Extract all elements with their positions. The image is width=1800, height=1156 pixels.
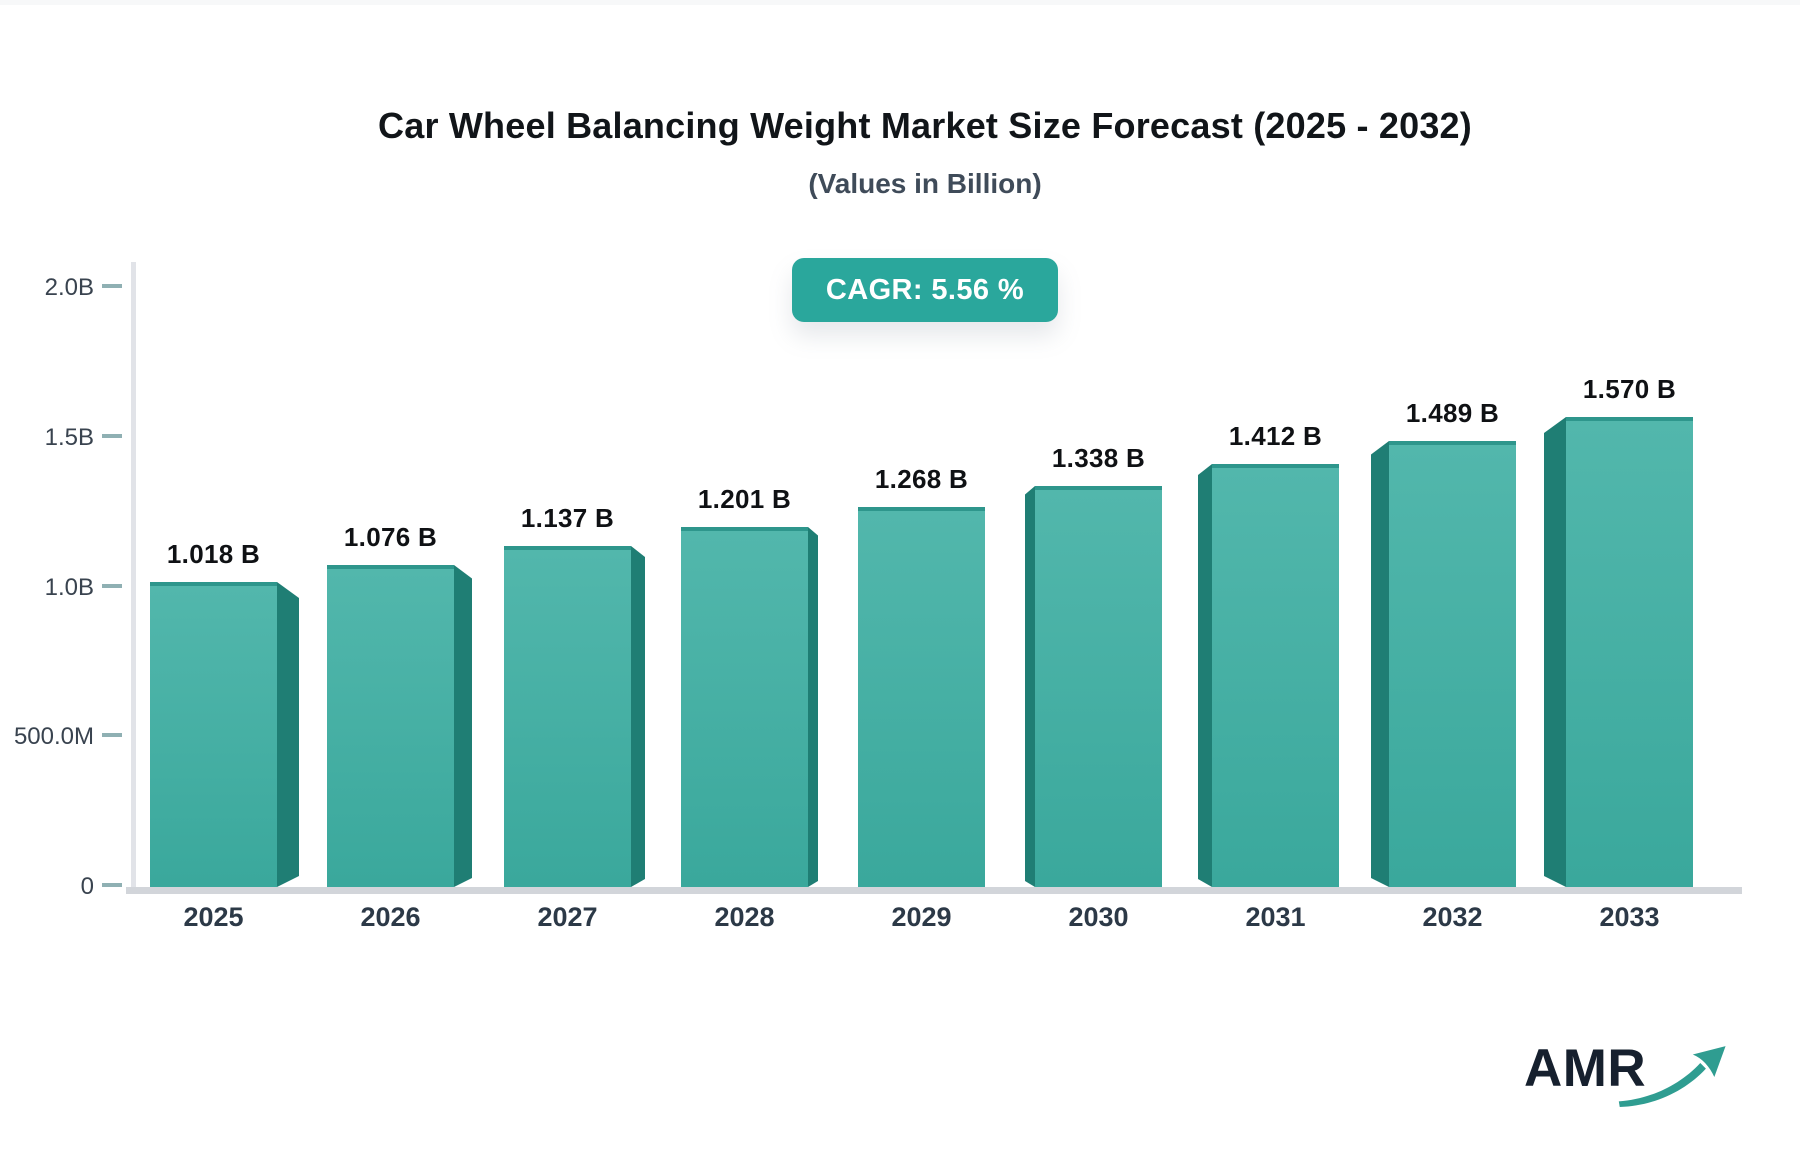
y-tick-mark <box>102 433 122 438</box>
y-tick-mark <box>102 733 122 738</box>
bar-2025 <box>150 582 277 887</box>
bar-2032 <box>1389 441 1516 887</box>
x-axis-label-2030: 2030 <box>1068 902 1129 932</box>
bar-side-face-2032 <box>1371 441 1389 887</box>
y-tick-mark <box>102 583 122 588</box>
bar-value-label-2028: 1.201 B <box>697 484 792 514</box>
bar-2028 <box>681 527 808 887</box>
bar-value-label-2027: 1.137 B <box>520 503 615 533</box>
y-tick-label: 0 <box>80 873 94 900</box>
bar-value-label-2033: 1.570 B <box>1582 374 1677 404</box>
y-tick-mark <box>102 284 122 288</box>
y-tick-label: 2.0B <box>44 274 94 301</box>
bar-side-face-2025 <box>277 582 299 887</box>
cagr-badge: CAGR: 5.56 % <box>791 258 1059 322</box>
bar-value-label-2032: 1.489 B <box>1405 398 1500 428</box>
bar-2027 <box>504 546 631 887</box>
growth-arrow-icon <box>1618 1046 1726 1107</box>
chart-subtitle: (Values in Billion) <box>808 168 1042 199</box>
bar-2029 <box>858 507 985 887</box>
x-axis-label-2028: 2028 <box>714 902 775 932</box>
bar-2031 <box>1212 464 1339 887</box>
x-axis-label-2029: 2029 <box>891 902 952 932</box>
bar-side-face-2031 <box>1198 464 1212 887</box>
bar-value-label-2030: 1.338 B <box>1051 443 1146 473</box>
x-axis-label-2026: 2026 <box>360 902 421 932</box>
x-axis-line <box>126 887 1742 894</box>
chart-header: Car Wheel Balancing Weight Market Size F… <box>0 102 1800 322</box>
bar-value-label-2026: 1.076 B <box>343 522 438 552</box>
y-tick-label: 500.0M <box>13 723 94 751</box>
x-axis-label-2025: 2025 <box>183 902 244 932</box>
bar-side-face-2030 <box>1025 486 1035 887</box>
x-axis-label-2031: 2031 <box>1245 902 1306 932</box>
bar-side-face-2033 <box>1544 417 1566 887</box>
y-tick-mark <box>102 883 122 887</box>
y-tick-label: 1.5B <box>44 423 94 451</box>
bar-side-face-2027 <box>631 546 645 887</box>
top-border <box>0 0 1800 5</box>
x-axis-label-2027: 2027 <box>537 902 598 932</box>
bar-2033 <box>1566 417 1693 887</box>
bar-side-face-2028 <box>808 527 818 887</box>
y-tick-label: 1.0B <box>44 573 94 601</box>
bar-value-label-2029: 1.268 B <box>874 464 969 494</box>
bar-value-label-2031: 1.412 B <box>1228 421 1323 451</box>
x-axis-label-2032: 2032 <box>1422 902 1483 932</box>
chart-title: Car Wheel Balancing Weight Market Size F… <box>378 105 1472 146</box>
bar-2026 <box>327 565 454 887</box>
x-axis-label-2033: 2033 <box>1599 902 1660 932</box>
amr-logo: AMR <box>1524 1028 1744 1128</box>
bar-value-label-2025: 1.018 B <box>166 539 261 569</box>
amr-logo-text: AMR <box>1524 1039 1647 1098</box>
bar-side-face-2026 <box>454 565 472 887</box>
y-axis-line <box>131 262 136 887</box>
bar-2030 <box>1035 486 1162 887</box>
